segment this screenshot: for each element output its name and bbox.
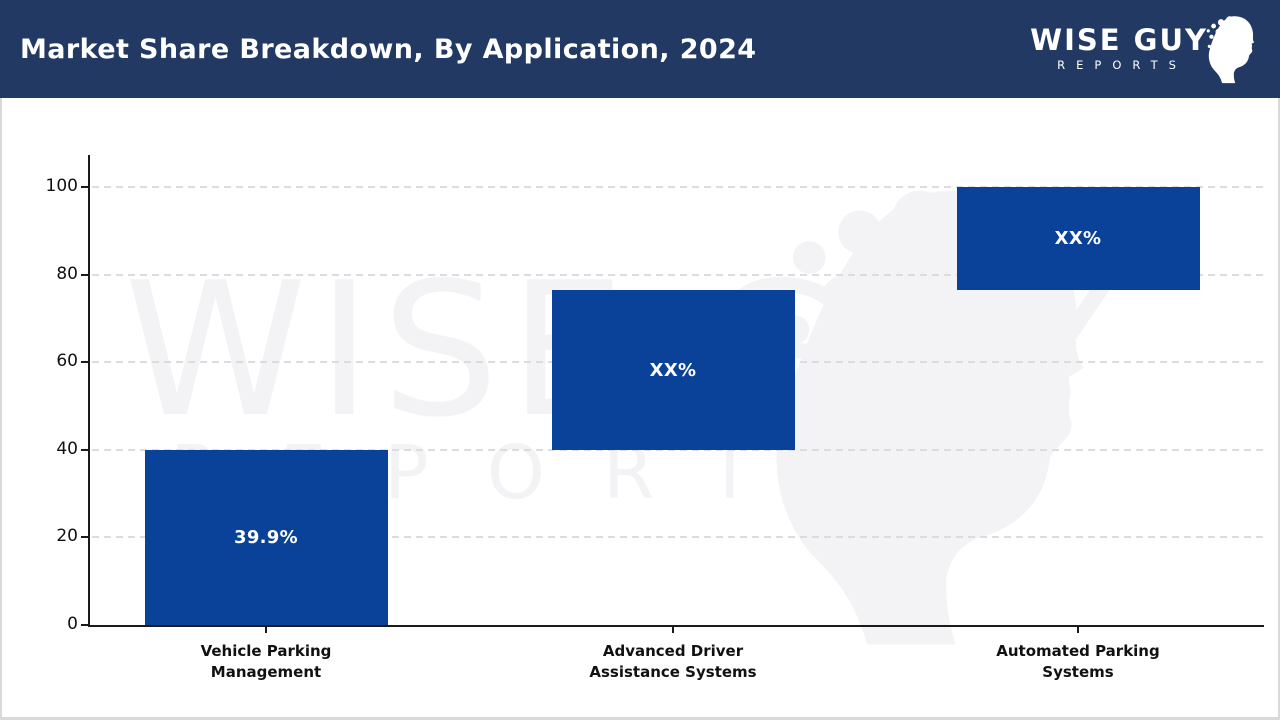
y-axis-tick-mark	[81, 273, 88, 276]
y-axis-tick-mark	[81, 536, 88, 539]
y-axis-tick-mark	[81, 448, 88, 451]
y-axis-line	[88, 155, 90, 625]
y-axis-tick-label: 0	[67, 614, 78, 634]
x-axis-category-label: Advanced Driver Assistance Systems	[589, 642, 757, 681]
bar-3: XX%	[956, 187, 1200, 291]
chart-canvas: WISE GUY REPORTS 02040608010039.9%XX%XX%…	[0, 98, 1280, 720]
logo-subtitle: REPORTS	[1057, 58, 1187, 73]
gridline-80	[92, 273, 1264, 276]
logo-wordmark: WISE GUY	[1030, 23, 1208, 58]
gridline-20	[92, 536, 1264, 539]
y-axis-tick-mark	[81, 186, 88, 189]
y-axis-tick-label: 40	[56, 438, 78, 459]
x-axis-tick-mark	[672, 627, 674, 633]
bar-value-label: XX%	[649, 359, 697, 381]
logo-text: WISE GUY REPORTS	[1030, 26, 1208, 72]
y-axis-tick-label: 20	[56, 526, 78, 547]
x-axis-line	[88, 625, 1264, 627]
wise-guy-face-icon	[1206, 16, 1255, 84]
x-axis-tick-mark	[265, 627, 267, 633]
bar-value-label: XX%	[1054, 228, 1102, 250]
y-axis-tick-label: 100	[45, 176, 78, 197]
bar-2: XX%	[551, 290, 795, 451]
gridline-100	[92, 186, 1264, 189]
x-axis-category-label: Vehicle Parking Management	[200, 642, 332, 681]
y-axis-tick-label: 60	[56, 351, 78, 372]
bar-1: 39.9%	[144, 450, 388, 625]
page-title: Market Share Breakdown, By Application, …	[20, 33, 757, 65]
y-axis-tick-mark	[81, 361, 88, 364]
wise-guy-reports-logo: WISE GUY REPORTS	[1030, 14, 1260, 84]
y-axis-tick-mark	[81, 624, 88, 626]
x-axis-category-label: Automated Parking Systems	[996, 642, 1160, 681]
bar-value-label: 39.9%	[234, 527, 298, 549]
y-axis-tick-label: 80	[56, 263, 78, 284]
x-axis-tick-mark	[1077, 627, 1079, 633]
header-bar: Market Share Breakdown, By Application, …	[0, 0, 1280, 98]
